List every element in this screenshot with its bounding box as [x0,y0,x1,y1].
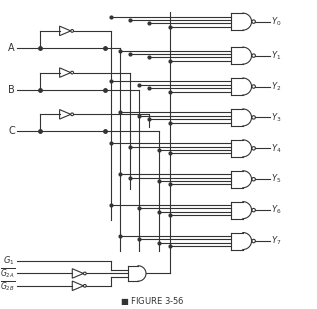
Text: $Y_2$: $Y_2$ [271,80,281,93]
Text: $Y_6$: $Y_6$ [271,204,281,216]
Text: $Y_0$: $Y_0$ [271,15,281,28]
Text: B: B [8,85,15,95]
Text: $Y_4$: $Y_4$ [271,142,281,154]
Text: $\overline{G_{2A}}$: $\overline{G_{2A}}$ [0,267,15,280]
Text: $Y_5$: $Y_5$ [271,173,281,185]
Text: C: C [8,126,15,136]
Text: $G_1$: $G_1$ [3,255,15,267]
Text: $\blacksquare$ FIGURE 3-56: $\blacksquare$ FIGURE 3-56 [120,295,184,307]
Text: $\overline{G_{2B}}$: $\overline{G_{2B}}$ [0,279,15,293]
Text: $Y_7$: $Y_7$ [271,235,281,247]
Text: $Y_3$: $Y_3$ [271,111,281,124]
Text: $Y_1$: $Y_1$ [271,49,281,62]
Text: A: A [8,43,15,53]
